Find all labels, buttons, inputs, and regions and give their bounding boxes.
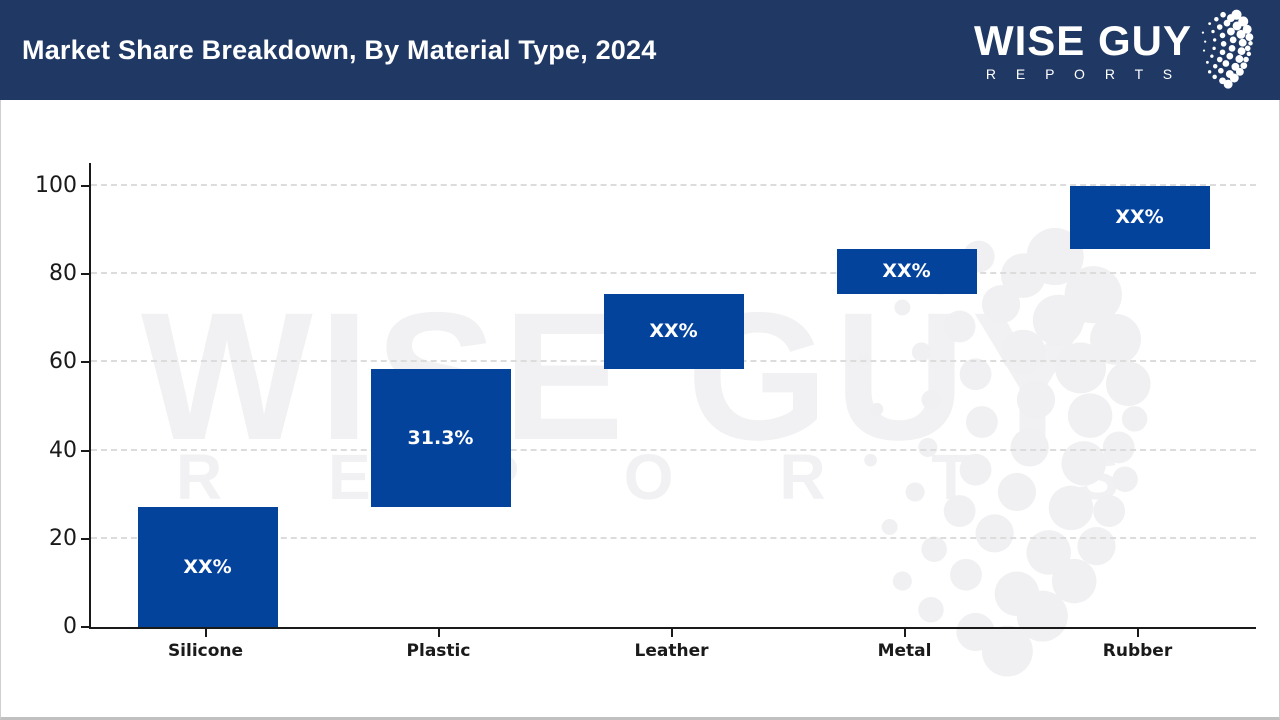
x-tick-rubber [1136, 629, 1139, 637]
page-title: Market Share Breakdown, By Material Type… [22, 34, 657, 65]
bar-leather: XX% [603, 294, 744, 369]
y-tick-label-20: 20 [49, 525, 77, 551]
bar-metal: XX% [836, 248, 977, 295]
x-category-label-metal: Metal [877, 641, 932, 661]
y-tick-60 [81, 361, 89, 364]
y-tick-100 [81, 185, 89, 187]
chart-canvas: WISE GUY R E P O R T S XX% 31.3% XX% XX% XX%… [0, 100, 1280, 720]
y-tick-label-40: 40 [49, 437, 77, 463]
brand-logo: WISE GUY R E P O R T S [974, 8, 1258, 92]
logo-subtext: R E P O R T S [985, 65, 1181, 82]
y-tick-label-80: 80 [49, 261, 77, 287]
gridline-40 [91, 448, 1256, 451]
x-category-label-silicone: Silicone [167, 641, 244, 661]
gridline-100 [91, 184, 1256, 186]
brand-logo-text: WISE GUY R E P O R T S [973, 16, 1192, 82]
bar-rubber: XX% [1069, 186, 1210, 249]
logo-wordmark: WISE GUY [973, 16, 1192, 64]
y-tick-label-0: 0 [63, 614, 77, 639]
y-tick-80 [81, 273, 89, 276]
y-tick-40 [81, 449, 89, 452]
bar-value-label-plastic: 31.3% [407, 426, 474, 449]
logo-head-icon [1201, 9, 1254, 89]
bar-value-label-leather: XX% [649, 320, 698, 343]
x-category-label-plastic: Plastic [406, 641, 471, 661]
header-bar: Market Share Breakdown, By Material Type… [0, 0, 1280, 100]
x-category-label-rubber: Rubber [1102, 641, 1173, 661]
plot-area: XX% 31.3% XX% XX% XX% [89, 163, 1256, 629]
y-tick-label-60: 60 [49, 349, 77, 375]
x-tick-metal [903, 629, 906, 637]
bar-value-label-metal: XX% [882, 260, 931, 283]
y-tick-label-100: 100 [35, 173, 77, 198]
gridline-80 [91, 272, 1256, 275]
bar-silicone: XX% [137, 506, 278, 627]
x-tick-leather [670, 629, 673, 637]
x-category-label-leather: Leather [634, 641, 709, 661]
bar-value-label-rubber: XX% [1115, 206, 1164, 229]
bar-plastic: 31.3% [370, 368, 511, 507]
gridline-20 [91, 536, 1256, 539]
y-tick-20 [81, 537, 89, 540]
bar-value-label-silicone: XX% [183, 555, 232, 578]
x-tick-plastic [437, 629, 440, 637]
y-tick-0 [81, 626, 89, 628]
x-tick-silicone [204, 629, 207, 637]
